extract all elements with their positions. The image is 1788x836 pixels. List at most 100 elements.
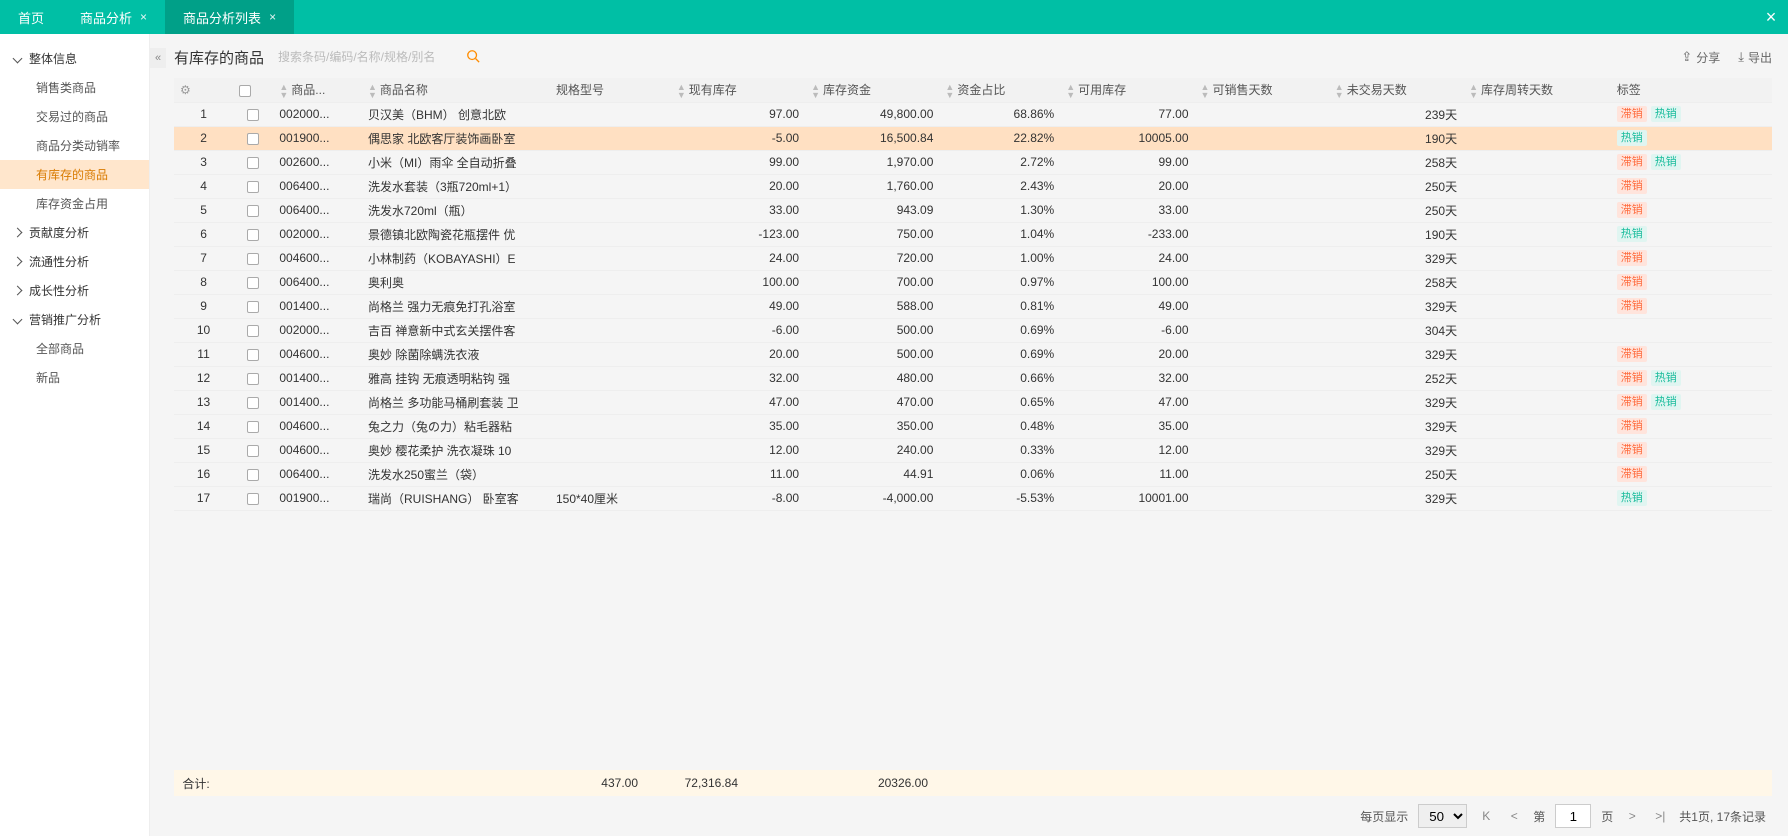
export-button[interactable]: ⤓导出 [1738,49,1772,66]
table-row[interactable]: 2001900...偶思家 北欧客厅装饰画卧室-5.0016,500.8422.… [174,126,1772,150]
table-row[interactable]: 4006400...洗发水套装（3瓶720ml+1）20.001,760.002… [174,174,1772,198]
cell-spec [550,126,671,150]
table-row[interactable]: 11004600...奥妙 除菌除螨洗衣液20.00500.000.69%20.… [174,342,1772,366]
sidebar-item[interactable]: 交易过的商品 [0,102,149,131]
share-button[interactable]: ⇪分享 [1681,49,1720,66]
table-row[interactable]: 1002000...贝汉美（BHM） 创意北欧97.0049,800.0068.… [174,102,1772,126]
row-checkbox[interactable] [247,109,259,121]
cell-turnover [1463,390,1611,414]
col-turnover[interactable]: ▲▼库存周转天数 [1463,78,1611,102]
sidebar-item[interactable]: 有库存的商品 [0,160,149,189]
cell-noTrade: 190天 [1329,126,1463,150]
sidebar-item[interactable]: 全部商品 [0,334,149,363]
cell-name: 雅高 挂钩 无痕透明粘钩 强 [362,366,550,390]
table-row[interactable]: 3002600...小米（MI）雨伞 全自动折叠99.001,970.002.7… [174,150,1772,174]
row-checkbox[interactable] [247,493,259,505]
sidebar-group-title[interactable]: 整体信息 [0,44,149,73]
col-name[interactable]: ▲▼商品名称 [362,78,550,102]
cell-turnover [1463,174,1611,198]
col-saleDays[interactable]: ▲▼可销售天数 [1195,78,1329,102]
first-page-button[interactable]: K [1477,809,1495,823]
row-checkbox[interactable] [247,397,259,409]
close-icon[interactable]: × [269,10,276,24]
tag: 滞销 [1617,346,1647,362]
row-checkbox[interactable] [247,133,259,145]
table-row[interactable]: 14004600...兔之力（兔の力）粘毛器粘35.00350.000.48%3… [174,414,1772,438]
row-checkbox[interactable] [247,229,259,241]
col-noTrade[interactable]: ▲▼未交易天数 [1329,78,1463,102]
row-checkbox[interactable] [247,181,259,193]
cell-chk [233,246,273,270]
sidebar-item[interactable]: 商品分类动销率 [0,131,149,160]
cell-avail: 32.00 [1060,366,1194,390]
table-row[interactable]: 5006400...洗发水720ml（瓶）33.00943.091.30%33.… [174,198,1772,222]
next-page-button[interactable]: > [1623,809,1641,823]
table-row[interactable]: 13001400...尚格兰 多功能马桶刷套装 卫47.00470.000.65… [174,390,1772,414]
sidebar-group-title[interactable]: 成长性分析 [0,276,149,305]
search-input[interactable] [278,44,458,70]
sidebar-group-title[interactable]: 流通性分析 [0,247,149,276]
close-icon[interactable]: × [140,10,147,24]
table-row[interactable]: 15004600...奥妙 樱花柔护 洗衣凝珠 1012.00240.000.3… [174,438,1772,462]
row-checkbox[interactable] [247,469,259,481]
col-code[interactable]: ▲▼商品... [273,78,362,102]
sort-icon: ▲▼ [1469,83,1478,99]
table-row[interactable]: 8006400...奥利奥100.00700.000.97%100.00258天… [174,270,1772,294]
sidebar-item[interactable]: 销售类商品 [0,73,149,102]
cell-code: 002000... [273,318,362,342]
tab-label: 商品分析 [80,8,132,27]
last-page-button[interactable]: >| [1651,809,1669,823]
col-pct[interactable]: ▲▼资金占比 [939,78,1060,102]
row-checkbox[interactable] [247,445,259,457]
col-stock[interactable]: ▲▼现有库存 [671,78,805,102]
sidebar-item[interactable]: 新品 [0,363,149,392]
table-row[interactable]: 10002000...吉百 禅意新中式玄关摆件客-6.00500.000.69%… [174,318,1772,342]
cell-pct: 0.69% [939,318,1060,342]
sort-icon: ▲▼ [1335,83,1344,99]
row-checkbox[interactable] [247,373,259,385]
page-input[interactable] [1555,804,1591,828]
cell-code: 001900... [273,486,362,510]
cell-turnover [1463,366,1611,390]
cell-name: 景德镇北欧陶瓷花瓶摆件 优 [362,222,550,246]
search-icon[interactable] [466,49,480,66]
table-row[interactable]: 12001400...雅高 挂钩 无痕透明粘钩 强32.00480.000.66… [174,366,1772,390]
sidebar-item[interactable]: 库存资金占用 [0,189,149,218]
table-row[interactable]: 9001400...尚格兰 强力无痕免打孔浴室49.00588.000.81%4… [174,294,1772,318]
row-checkbox[interactable] [247,421,259,433]
tag: 滞销 [1617,106,1647,122]
prev-page-button[interactable]: < [1505,809,1523,823]
row-checkbox[interactable] [247,301,259,313]
cell-chk [233,198,273,222]
row-checkbox[interactable] [247,349,259,361]
cell-chk [233,462,273,486]
row-checkbox[interactable] [247,325,259,337]
tabs-close-all[interactable]: × [1754,0,1788,34]
cell-chk [233,150,273,174]
row-checkbox[interactable] [247,277,259,289]
table-row[interactable]: 16006400...洗发水250蜜兰（袋）11.0044.910.06%11.… [174,462,1772,486]
sidebar-group-title[interactable]: 营销推广分析 [0,305,149,334]
tag: 热销 [1651,106,1681,122]
col-stockAmt[interactable]: ▲▼库存资金 [805,78,939,102]
tab-2[interactable]: 商品分析列表× [165,0,294,34]
table-row[interactable]: 7004600...小林制药（KOBAYASHI）E24.00720.001.0… [174,246,1772,270]
select-all-checkbox[interactable] [239,85,251,97]
tag: 热销 [1617,226,1647,242]
sidebar-group-title[interactable]: 贡献度分析 [0,218,149,247]
sort-icon: ▲▼ [811,83,820,99]
tab-0[interactable]: 首页 [0,0,62,34]
cell-chk [233,366,273,390]
row-checkbox[interactable] [247,253,259,265]
col-avail[interactable]: ▲▼可用库存 [1060,78,1194,102]
gear-icon[interactable]: ⚙ [180,83,191,97]
tab-1[interactable]: 商品分析 × [62,0,165,34]
table-row[interactable]: 6002000...景德镇北欧陶瓷花瓶摆件 优-123.00750.001.04… [174,222,1772,246]
table-row[interactable]: 17001900...瑞尚（RUISHANG） 卧室客150*40厘米-8.00… [174,486,1772,510]
cell-stockAmt: 588.00 [805,294,939,318]
row-checkbox[interactable] [247,157,259,169]
row-checkbox[interactable] [247,205,259,217]
sidebar-collapse[interactable]: « [150,34,166,836]
per-page-select[interactable]: 50 [1418,804,1467,828]
cell-name: 尚格兰 多功能马桶刷套装 卫 [362,390,550,414]
